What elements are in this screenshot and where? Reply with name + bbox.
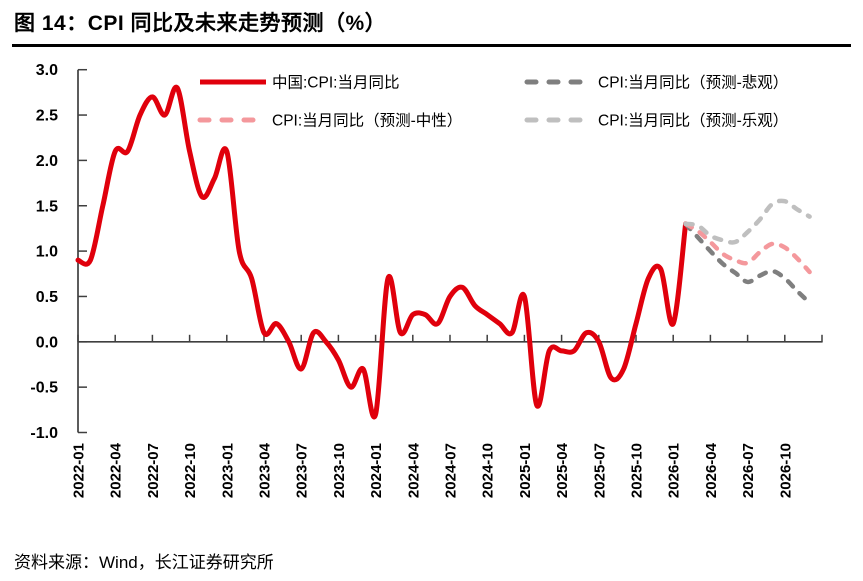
x-tick-label: 2025-04 xyxy=(554,442,571,498)
x-tick-label: 2022-04 xyxy=(108,442,125,498)
y-tick-label: 1.0 xyxy=(36,244,58,261)
x-tick-label: 2026-01 xyxy=(666,443,683,498)
y-tick-label: 2.5 xyxy=(36,108,58,125)
title-divider xyxy=(12,44,851,47)
y-tick-label: -1.0 xyxy=(30,425,58,442)
x-tick-label: 2022-01 xyxy=(71,443,88,498)
legend-label: CPI:当月同比（预测-乐观） xyxy=(598,112,788,130)
x-tick-label: 2023-01 xyxy=(219,443,236,498)
x-tick-label: 2026-04 xyxy=(703,442,720,498)
series-line-3 xyxy=(683,198,812,245)
legend-label: CPI:当月同比（预测-中性） xyxy=(272,112,462,130)
x-tick-label: 2023-07 xyxy=(294,443,311,498)
x-tick-label: 2025-10 xyxy=(629,443,646,498)
series-line-2 xyxy=(683,221,812,275)
y-tick-label: 0.0 xyxy=(36,334,58,351)
x-tick-label: 2023-10 xyxy=(331,443,348,498)
y-tick-label: -0.5 xyxy=(30,380,58,397)
x-tick-label: 2024-10 xyxy=(480,443,497,498)
x-tick-label: 2023-04 xyxy=(257,442,274,498)
y-tick-label: 0.5 xyxy=(36,289,58,306)
y-tick-label: 3.0 xyxy=(36,62,58,79)
x-tick-label: 2026-07 xyxy=(740,443,757,498)
y-tick-label: 2.0 xyxy=(36,153,58,170)
legend-label: 中国:CPI:当月同比 xyxy=(272,74,399,92)
x-tick-label: 2025-01 xyxy=(517,443,534,498)
x-tick-label: 2022-07 xyxy=(145,443,162,498)
legend-label: CPI:当月同比（预测-悲观） xyxy=(598,74,788,92)
x-tick-label: 2024-07 xyxy=(443,443,460,498)
y-tick-label: 1.5 xyxy=(36,198,58,215)
series-line-1 xyxy=(683,221,812,306)
source-note: 资料来源：Wind，长江证券研究所 xyxy=(14,553,274,572)
x-tick-label: 2022-10 xyxy=(182,443,199,498)
figure-title: 图 14：CPI 同比及未来走势预测（%） xyxy=(14,12,387,35)
series-line-0 xyxy=(75,84,689,420)
x-tick-label: 2026-10 xyxy=(777,443,794,498)
x-tick-label: 2025-07 xyxy=(591,443,608,498)
x-tick-label: 2024-01 xyxy=(368,443,385,498)
x-tick-label: 2024-04 xyxy=(405,442,422,498)
